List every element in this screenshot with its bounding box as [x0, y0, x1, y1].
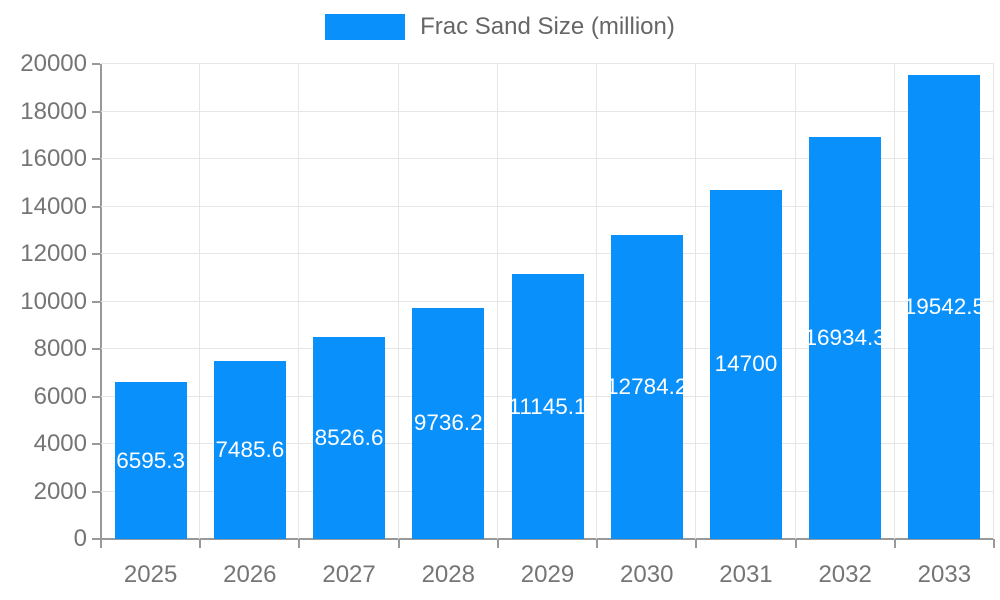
x-tick-label: 2025 [123, 561, 178, 588]
x-axis-tick [298, 539, 301, 548]
bar[interactable]: 11145.1 [511, 274, 584, 539]
gridline-h [101, 205, 994, 207]
x-axis-tick [794, 539, 797, 548]
bar-value-label: 9736.2 [413, 410, 483, 436]
y-tick-label: 20000 [20, 50, 87, 77]
y-tick-label: 2000 [33, 477, 87, 505]
y-tick-label: 16000 [20, 145, 87, 172]
x-axis-tick [397, 539, 400, 548]
gridline-h [101, 253, 994, 254]
y-tick-label: 8000 [33, 335, 87, 362]
x-tick-label: 2027 [322, 561, 376, 588]
x-axis-tick [893, 539, 896, 548]
bar-value-label: 8526.6 [314, 424, 384, 450]
gridline-h [101, 63, 994, 64]
gridline-v [695, 64, 697, 539]
y-tick-label: 14000 [20, 192, 87, 220]
x-tick-label: 2033 [917, 561, 972, 588]
y-tick-label: 6000 [33, 382, 87, 410]
y-axis-tick [92, 395, 100, 398]
y-axis-line [100, 64, 102, 539]
y-axis-tick [92, 158, 100, 160]
gridline-v [199, 64, 201, 539]
x-axis-tick [993, 539, 995, 548]
gridline-v [496, 64, 498, 539]
bar-value-label: 11145.1 [511, 393, 584, 419]
x-axis-tick [199, 539, 202, 548]
y-axis-tick [92, 348, 100, 350]
y-axis-tick [92, 253, 100, 255]
x-axis-tick [100, 539, 102, 548]
y-axis-tick [92, 490, 100, 493]
bar-value-label: 12784.2 [610, 374, 683, 400]
bar[interactable]: 19542.5 [908, 74, 981, 539]
y-axis-tick [92, 205, 100, 208]
x-tick-label: 2029 [520, 561, 575, 588]
y-tick-label: 18000 [20, 97, 87, 125]
bar[interactable]: 9736.2 [412, 307, 485, 539]
y-axis-tick [92, 110, 100, 113]
x-tick-label: 2026 [223, 561, 277, 588]
y-axis-tick [92, 538, 100, 540]
gridline-v [397, 64, 399, 539]
bar-value-label: 14700 [714, 351, 778, 377]
y-axis-tick [92, 443, 100, 445]
y-tick-label: 0 [73, 525, 87, 552]
bar-value-label: 6595.3 [116, 447, 186, 473]
x-axis-tick [695, 539, 698, 548]
x-tick-label: 2028 [421, 561, 475, 588]
bar[interactable]: 12784.2 [610, 235, 683, 539]
legend-swatch [325, 14, 406, 40]
gridline-v [993, 64, 994, 539]
gridline-v [298, 64, 300, 539]
bar-value-label: 7485.6 [215, 437, 285, 463]
legend[interactable]: Frac Sand Size (million) [0, 14, 1000, 40]
legend-label: Frac Sand Size (million) [420, 13, 675, 40]
plot-area: 0 2000 4000 6000 8000 10000 12000 14000 16000 180… [20, 50, 995, 588]
gridline-v [794, 64, 796, 539]
x-tick-label: 2030 [620, 561, 674, 588]
y-tick-label: 12000 [20, 240, 87, 267]
gridline-v [596, 64, 598, 539]
x-tick-label: 2031 [719, 561, 773, 588]
gridline-v [893, 64, 895, 539]
bar[interactable]: 6595.3 [114, 382, 187, 539]
bar-value-label: 19542.5 [908, 293, 981, 319]
x-tick-label: 2032 [818, 561, 872, 588]
bar[interactable]: 16934.3 [809, 136, 882, 539]
x-axis-line [92, 538, 994, 540]
y-axis-tick [92, 63, 100, 65]
bar-value-label: 16934.3 [809, 324, 882, 350]
bar[interactable]: 14700 [709, 189, 782, 539]
x-axis-tick [496, 539, 499, 548]
gridline-h [101, 110, 994, 112]
bar[interactable]: 7485.6 [213, 361, 286, 539]
x-axis-tick [596, 539, 599, 548]
y-tick-label: 10000 [20, 287, 87, 315]
y-tick-label: 4000 [33, 430, 87, 457]
bar[interactable]: 8526.6 [313, 336, 386, 539]
y-axis-tick [92, 300, 100, 303]
gridline-h [101, 158, 994, 159]
